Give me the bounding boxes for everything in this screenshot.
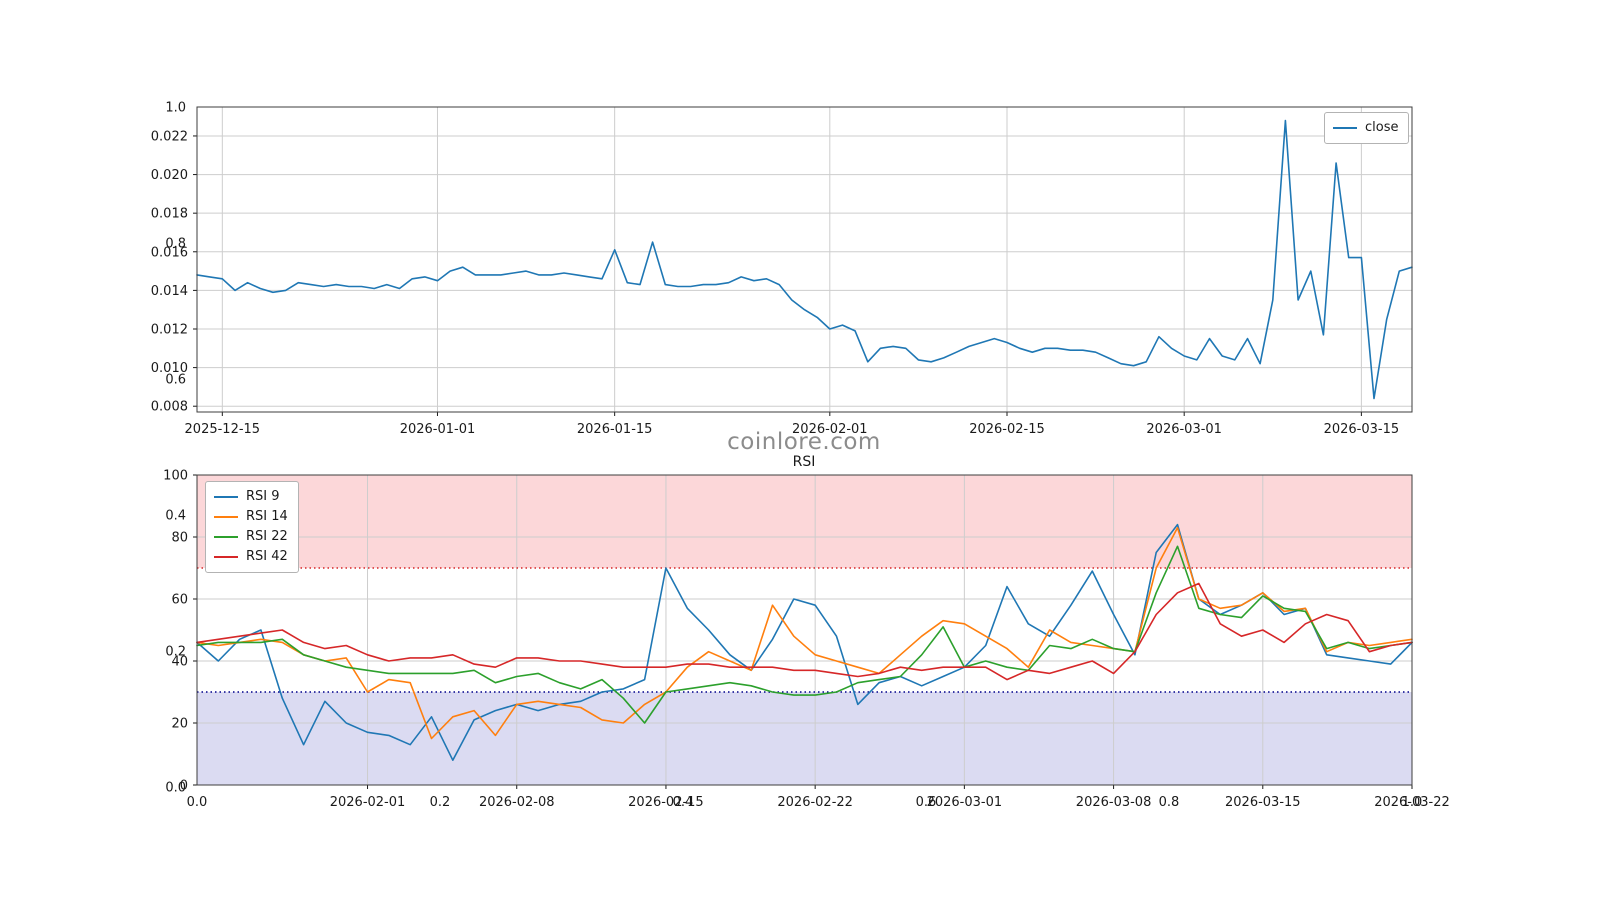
x-tick-label: 2026-01-15 (577, 422, 653, 437)
y-tick-label: 40 (171, 655, 188, 670)
legend-line-swatch (214, 516, 238, 518)
series-line-rsi-42 (196, 582, 1413, 681)
overlay-y-tick-label: 0.4 (165, 509, 186, 524)
overlay-x-tick-label: 1.0 (1402, 795, 1423, 810)
legend-item: RSI 22 (214, 527, 288, 547)
y-tick-label: 0.014 (151, 284, 188, 299)
series-line-rsi-9 (196, 523, 1413, 762)
x-tick-label: 2026-02-08 (479, 795, 555, 810)
price-chart: 2025-12-15 2026-01-01 2026-01-15 2026-02-01… (151, 106, 1413, 437)
y-tick-label: 0.020 (151, 168, 188, 183)
legend-label: RSI 14 (246, 509, 288, 524)
series-line-close (196, 119, 1413, 400)
y-tick-label: 0.016 (151, 245, 188, 260)
axes-frame (196, 106, 1413, 413)
x-tick-label: 2025-12-15 (185, 422, 261, 437)
y-tick-label: 20 (171, 717, 188, 732)
overlay-y-tick-label: 0.0 (165, 781, 186, 796)
x-tick-label: 2026-03-08 (1076, 795, 1152, 810)
legend-close: close (1324, 112, 1410, 144)
rsi-chart: 2026-02-01 2026-02-08 2026-02-15 2026-02-22… (163, 469, 1450, 811)
legend-item: RSI 14 (214, 507, 288, 527)
legend-label: close (1365, 120, 1399, 135)
x-tick-label: 2026-02-22 (777, 795, 853, 810)
x-tick-label: 2026-03-01 (927, 795, 1003, 810)
y-tick-label: 0.018 (151, 207, 188, 222)
x-tick-label: 2026-02-01 (792, 422, 868, 437)
overlay-x-tick-label: 0.8 (1159, 795, 1180, 810)
overlay-x-tick-label: 0.2 (430, 795, 451, 810)
y-tick-label: 0.010 (151, 361, 188, 376)
x-tick-label: 2026-03-01 (1146, 422, 1222, 437)
oversold-band (197, 692, 1412, 785)
series-line-rsi-22 (196, 545, 1413, 724)
y-tick-label: 0.012 (151, 322, 188, 337)
x-tick-label: 2026-02-01 (330, 795, 406, 810)
legend-item: RSI 42 (214, 547, 288, 567)
overlay-y-tick-label: 1.0 (165, 101, 186, 116)
overlay-axis: 1.0 0.8 0.6 0.4 0.2 0.00.0 0.2 0.4 0.6 0.8 1.0 (165, 101, 1422, 811)
legend-item: RSI 9 (214, 487, 288, 507)
y-tick-label: 0.008 (151, 400, 188, 415)
rsi-chart-title: RSI (792, 454, 816, 470)
x-tick-label: 2026-03-15 (1225, 795, 1301, 810)
overlay-y-tick-label: 0.8 (165, 237, 186, 252)
overlay-x-tick-label: 0.4 (673, 795, 694, 810)
y-tick-label: 100 (163, 469, 188, 484)
y-tick-label: 0 (180, 779, 188, 794)
overlay-y-tick-label: 0.2 (165, 645, 186, 660)
legend-line-swatch (1333, 127, 1357, 129)
x-tick-label: 2026-03-22 (1374, 795, 1450, 810)
legend-label: RSI 22 (246, 529, 288, 544)
overlay-x-tick-label: 0.0 (187, 795, 208, 810)
watermark: coinlore.com (727, 429, 881, 455)
overlay-y-tick-label: 0.6 (165, 373, 186, 388)
legend-line-swatch (214, 556, 238, 558)
y-tick-label: 80 (171, 531, 188, 546)
x-tick-label: 2026-02-15 (628, 795, 704, 810)
legend-label: RSI 42 (246, 549, 288, 564)
legend-rsi: RSI 9 RSI 14 RSI 22 RSI 42 (205, 481, 299, 573)
x-tick-label: 2026-02-15 (969, 422, 1045, 437)
overbought-band (197, 475, 1412, 568)
overlay-x-tick-label: 0.6 (916, 795, 937, 810)
legend-item: close (1333, 118, 1398, 138)
x-tick-label: 2026-03-15 (1324, 422, 1400, 437)
legend-line-swatch (214, 496, 238, 498)
axes-frame (196, 474, 1413, 786)
legend-label: RSI 9 (246, 489, 280, 504)
x-tick-label: 2026-01-01 (400, 422, 476, 437)
legend-line-swatch (214, 536, 238, 538)
y-tick-label: 0.022 (151, 129, 188, 144)
y-tick-label: 60 (171, 593, 188, 608)
